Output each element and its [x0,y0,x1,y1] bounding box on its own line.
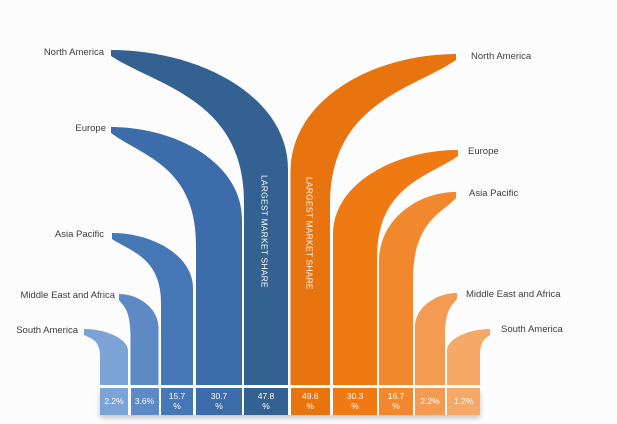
region-label-left-asia-pacific: Asia Pacific [54,229,104,240]
swoosh-left-middle-east-and-africa [119,294,159,385]
region-label-right-north-america: North America [471,51,532,62]
value-box-right-europe: 30.3 % [333,388,377,415]
value-box-left-europe: 30.7 % [196,388,242,415]
value-box-right-asia-pacific: 16.7 % [379,388,413,415]
region-label-left-south-america: South America [16,325,78,336]
region-label-right-europe: Europe [468,146,499,157]
region-label-right-asia-pacific: Asia Pacific [469,188,519,199]
swoosh-right-north-america [290,54,456,385]
value-box-right-middle-east-and-africa: 2.2% [415,388,445,415]
region-label-left-middle-east-and-africa: Middle East and Africa [20,290,115,301]
swoosh-right-asia-pacific [379,192,456,385]
swoosh-right-south-america [447,329,490,385]
value-box-left-south-america: 2.2% [100,388,128,415]
swoosh-left-asia-pacific [112,233,193,385]
swoosh-right-europe [333,150,458,385]
region-label-left-north-america: North America [43,47,104,58]
swoosh-right-middle-east-and-africa [415,293,457,385]
swoosh-left-europe [111,127,242,385]
swoosh-left-north-america [111,50,288,385]
center-label-left: LARGEST MARKET SHARE [259,174,270,288]
region-label-right-south-america: South America [501,324,563,335]
value-box-left-north-america: 47.8 % [244,388,288,415]
center-label-right: LARGEST MARKET SHARE [304,176,315,290]
region-label-right-middle-east-and-africa: Middle East and Africa [466,289,561,300]
value-box-left-middle-east-and-africa: 3.6% [130,388,159,415]
value-box-right-north-america: 49.6 % [290,388,330,415]
value-box-right-south-america: 1.2% [447,388,480,415]
swoosh-left-south-america [84,329,128,385]
value-box-left-asia-pacific: 15.7 % [161,388,193,415]
region-label-left-europe: Europe [75,123,106,134]
